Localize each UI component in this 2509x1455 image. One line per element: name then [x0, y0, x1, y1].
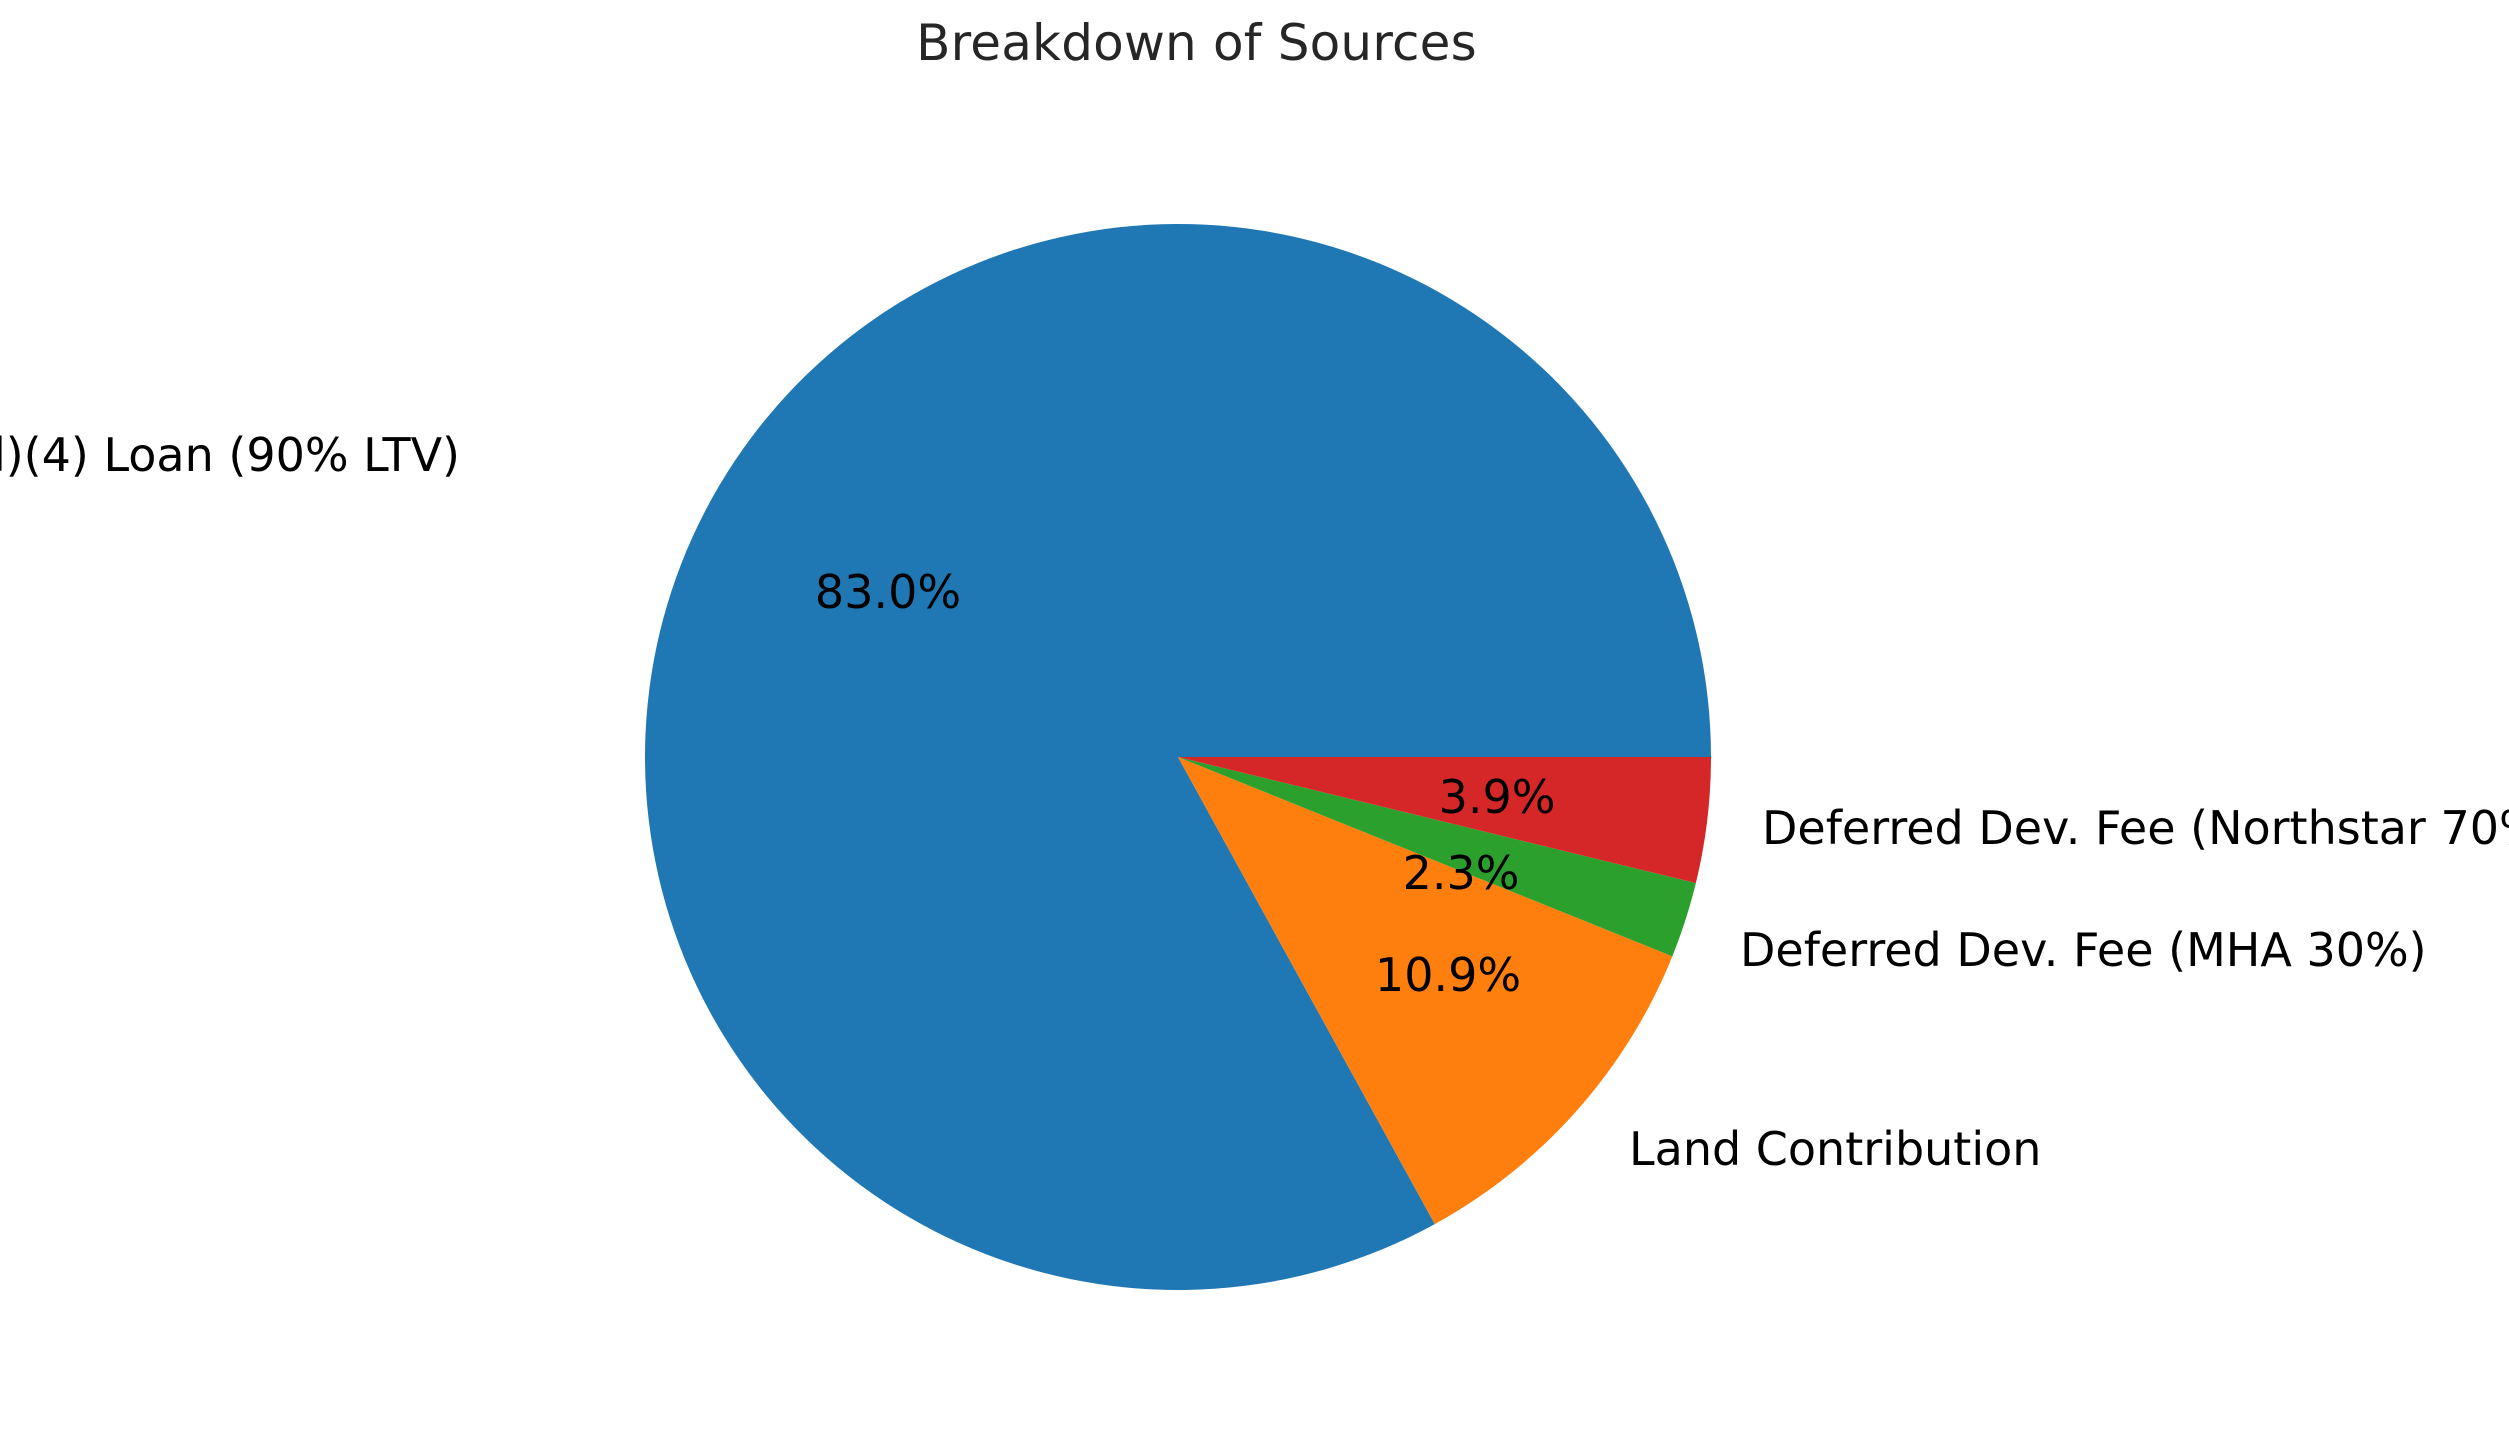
chart-title: Breakdown of Sources [0, 14, 2509, 72]
pie-slice-percent-2: 10.9% [1374, 948, 1522, 1002]
pie-slice-label-4: Deferred Dev. Fee (Northstar 70%) [1762, 801, 2509, 855]
pie-slice-label-3: Deferred Dev. Fee (MHA 30%) [1740, 923, 2427, 977]
pie-wedges [645, 223, 1712, 1290]
pie-slice-percent-3: 2.3% [1402, 846, 1520, 900]
pie-slice-percent-1: 83.0% [814, 565, 962, 619]
pie-slice-label-2: Land Contribution [1629, 1122, 2042, 1176]
chart-title-text: Breakdown of Sources [916, 14, 1477, 72]
pie-slice-percent-4: 3.9% [1438, 770, 1556, 824]
pie-slice-4[interactable] [1178, 757, 1711, 884]
pie-slice-3[interactable] [1178, 757, 1696, 957]
pie-slice-label-1: HUD 221(d)(4) Loan (90% LTV) [0, 428, 460, 482]
pie-slice-2[interactable] [1178, 757, 1673, 1225]
pie-slice-1[interactable] [645, 223, 1712, 1290]
